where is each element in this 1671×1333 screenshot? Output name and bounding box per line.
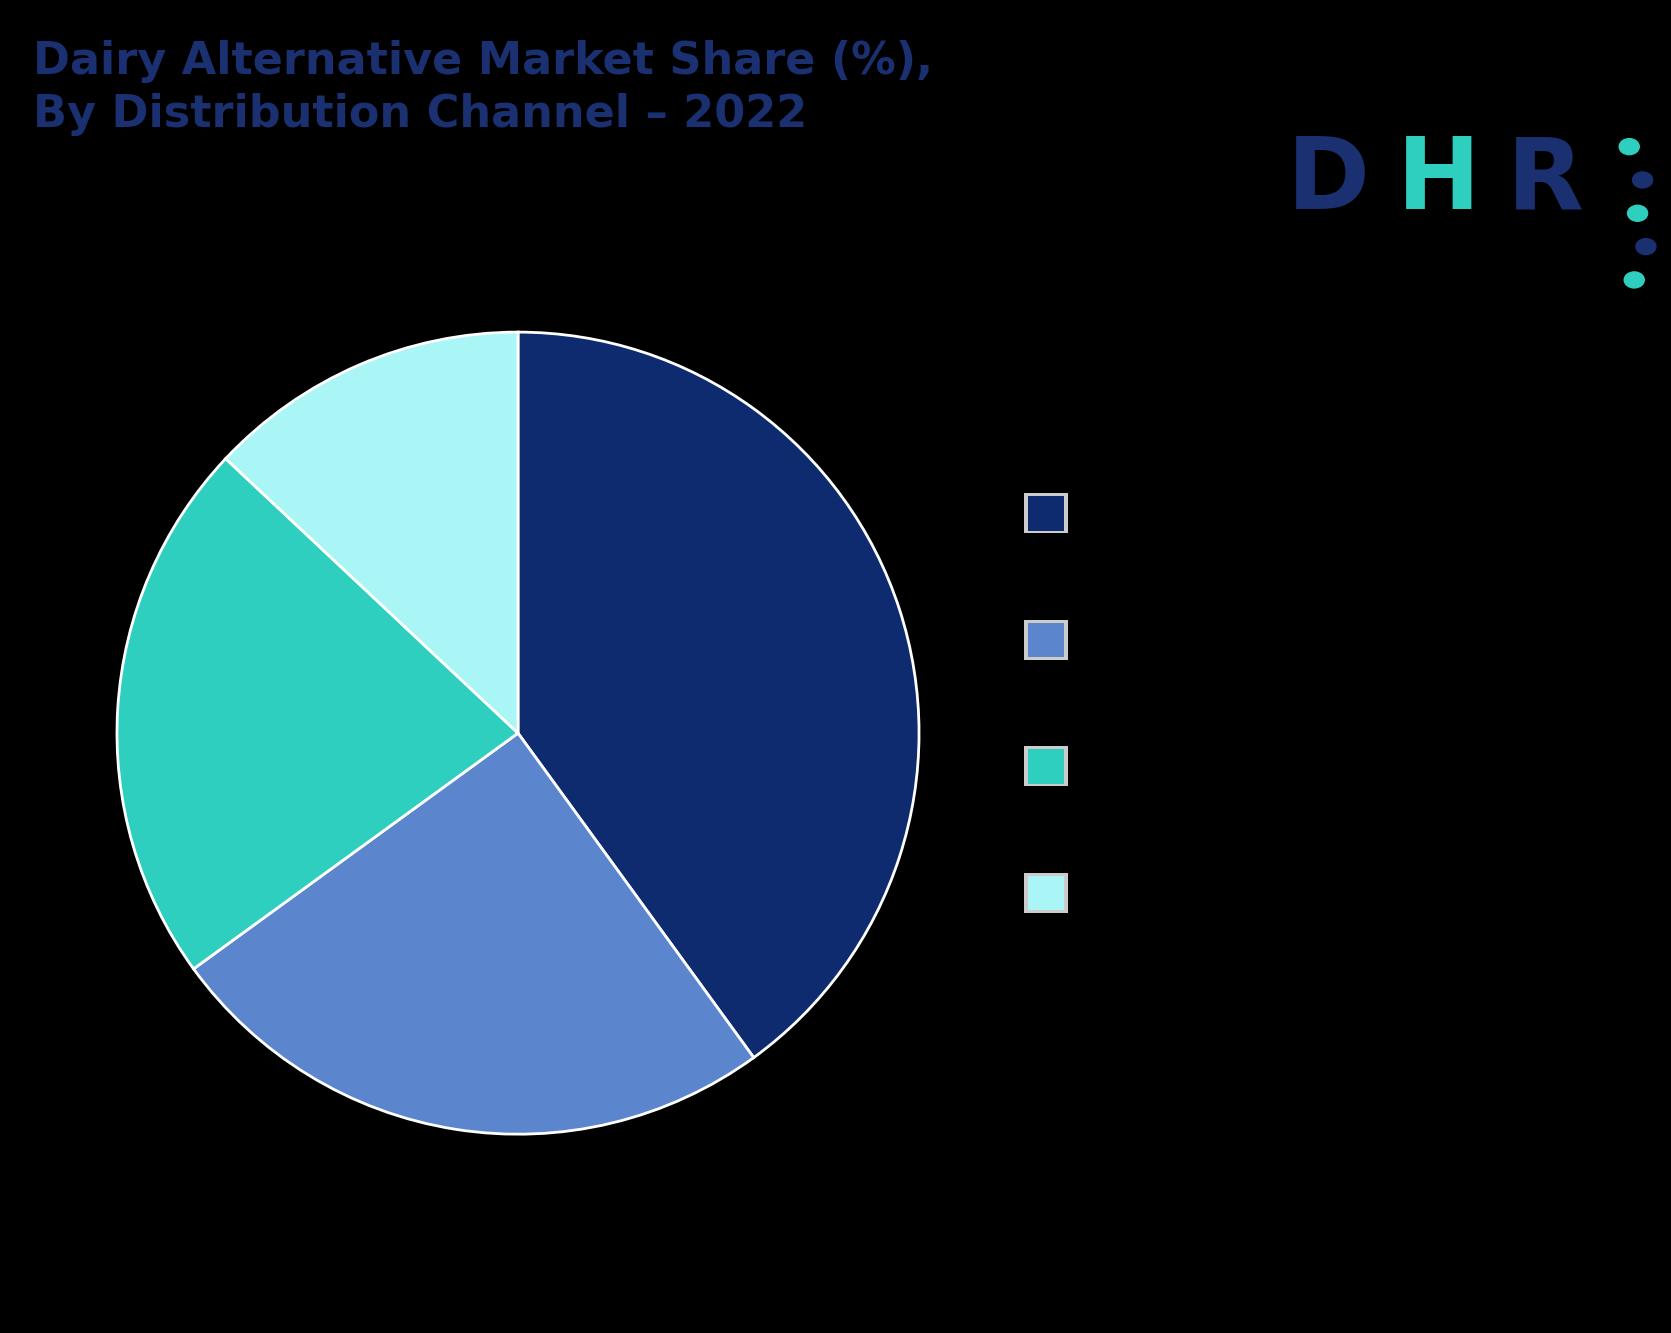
Text: R: R <box>1507 133 1584 231</box>
Text: Others: Others <box>1089 878 1183 908</box>
Wedge shape <box>117 459 518 969</box>
Wedge shape <box>226 332 518 733</box>
Text: D: D <box>1287 133 1370 231</box>
Text: Supermarkets/Hypermarkets: Supermarkets/Hypermarkets <box>1089 499 1489 528</box>
Text: Dairy Alternative Market Share (%),
By Distribution Channel – 2022: Dairy Alternative Market Share (%), By D… <box>33 40 934 136</box>
Wedge shape <box>194 733 754 1134</box>
Wedge shape <box>518 332 919 1057</box>
Text: Convenience Stores: Convenience Stores <box>1089 625 1365 655</box>
Text: H: H <box>1397 133 1481 231</box>
Text: Online Retail: Online Retail <box>1089 752 1267 781</box>
